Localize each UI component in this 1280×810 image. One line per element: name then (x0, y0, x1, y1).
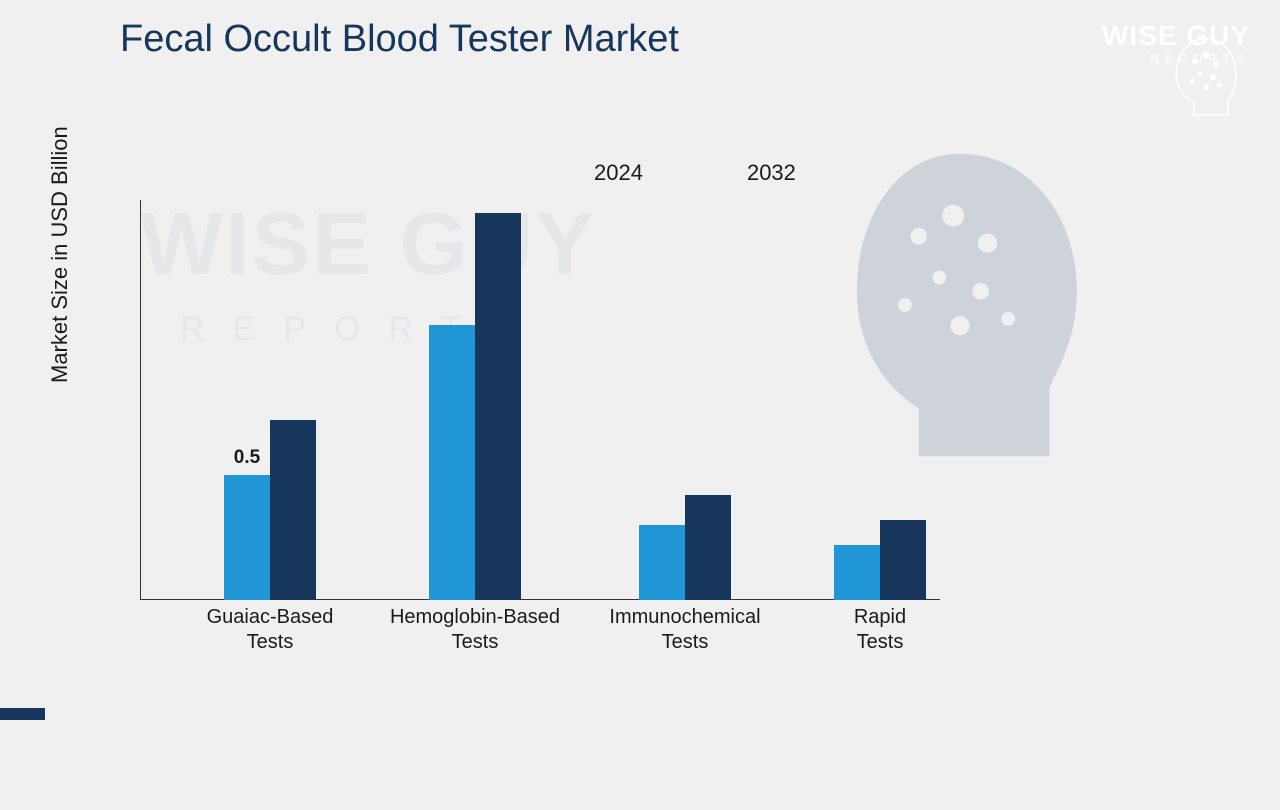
legend-item-2024: 2024 (540, 160, 643, 186)
chart-area: Market Size in USD Billion 2024 2032 Gua… (70, 120, 950, 680)
legend-item-2032: 2032 (693, 160, 796, 186)
bar-group (834, 520, 926, 600)
plot-area: Guaiac-BasedTests0.5Hemoglobin-BasedTest… (140, 200, 940, 600)
x-axis-category-label: RapidTests (780, 605, 980, 655)
bar-2024 (639, 525, 685, 600)
x-axis-category-label: Guaiac-BasedTests (170, 605, 370, 655)
y-axis-line (140, 200, 141, 600)
chart-title: Fecal Occult Blood Tester Market (120, 18, 679, 61)
logo: WISE GUY REPORTS (1102, 22, 1250, 66)
bar-2032 (880, 520, 926, 600)
legend-swatch-2024 (540, 164, 582, 182)
bar-group (639, 495, 731, 600)
legend-swatch-2032 (693, 164, 735, 182)
x-axis-category-label: Hemoglobin-BasedTests (375, 605, 575, 655)
bar-2024 (429, 325, 475, 600)
y-axis-label: Market Size in USD Billion (47, 126, 73, 383)
bar-group (429, 213, 521, 601)
legend-label-2032: 2032 (747, 160, 796, 186)
bar-value-label: 0.5 (234, 447, 260, 469)
bar-2032 (475, 213, 521, 601)
bar-2032 (270, 420, 316, 600)
bar-2032 (685, 495, 731, 600)
bar-2024 (224, 475, 270, 600)
bar-2024 (834, 545, 880, 600)
bottom-accent-bar (0, 708, 45, 720)
x-axis-category-label: ImmunochemicalTests (585, 605, 785, 655)
legend-label-2024: 2024 (594, 160, 643, 186)
logo-head-icon (1170, 37, 1240, 117)
legend: 2024 2032 (540, 160, 796, 186)
